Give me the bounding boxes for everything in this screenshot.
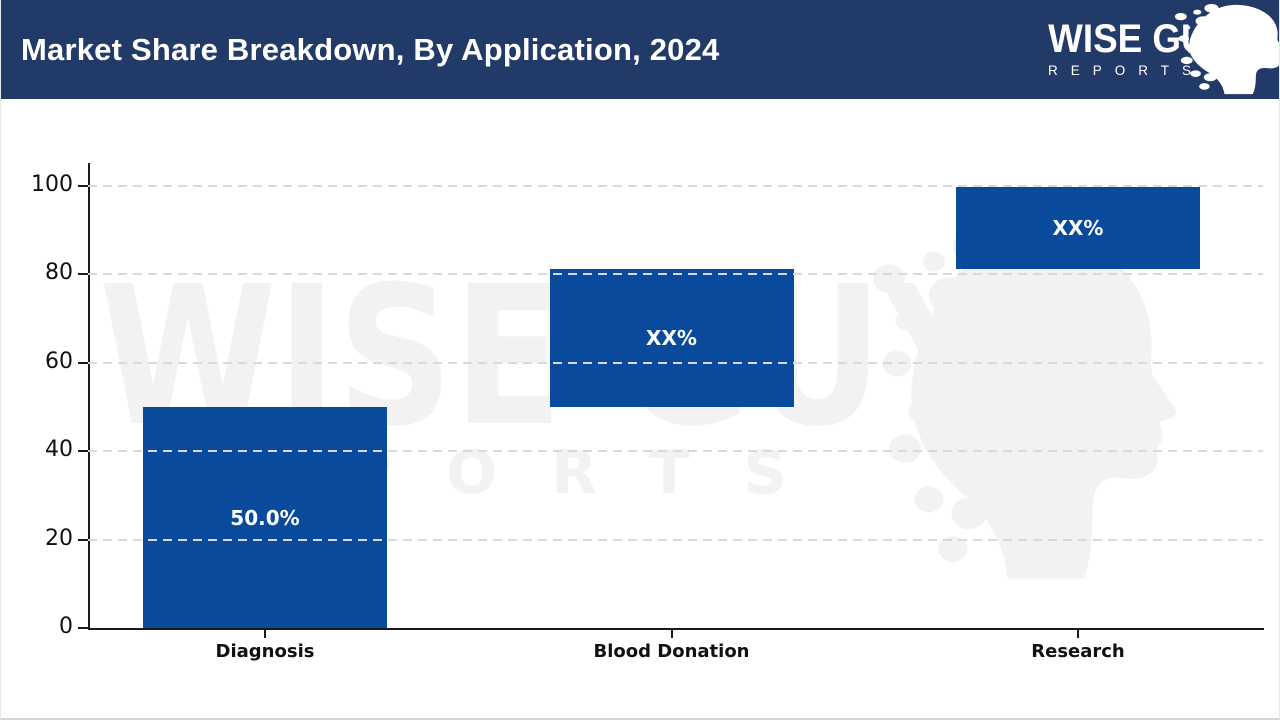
y-tick-label: 80: [45, 260, 73, 286]
y-tick-mark-80: [78, 273, 89, 276]
x-tick-mark-blood-donation: [670, 630, 673, 638]
y-tick-label: 0: [59, 614, 73, 639]
y-tick-label: 40: [45, 437, 73, 463]
header-band: [1, 0, 1279, 99]
y-tick-mark-0: [78, 627, 89, 629]
x-tick-mark-research: [1077, 630, 1079, 638]
y-tick-mark-20: [78, 538, 89, 541]
y-tick-mark-40: [78, 450, 89, 453]
x-tick-mark-diagnosis: [264, 630, 266, 638]
x-category-label-diagnosis: Diagnosis: [215, 641, 315, 662]
bar-blood-donation: XX%: [549, 268, 794, 407]
y-tick-mark-100: [78, 185, 89, 187]
x-axis-spine: [88, 628, 1264, 630]
bar-diagnosis: 50.0%: [143, 407, 387, 628]
y-tick-label: 20: [45, 525, 73, 551]
bar-value-label: XX%: [1052, 215, 1104, 240]
y-gridline-20: [88, 538, 1263, 541]
bar-value-label: 50.0%: [230, 505, 300, 530]
y-axis-spine: [88, 163, 90, 630]
y-gridline-80: [88, 273, 1263, 276]
y-tick-label: 100: [31, 172, 73, 197]
x-category-label-blood-donation: Blood Donation: [593, 641, 750, 662]
y-tick-label: 60: [45, 348, 73, 374]
watermark-head-icon: [873, 229, 1177, 579]
y-gridline-40: [88, 450, 1263, 453]
logo-head-icon: [1174, 3, 1279, 95]
page-title: Market Share Breakdown, By Application, …: [21, 31, 720, 67]
logo-subtext: REPORTS: [1048, 63, 1205, 78]
y-tick-mark-60: [78, 361, 89, 364]
y-gridline-100: [88, 185, 1263, 187]
x-category-label-research: Research: [1031, 641, 1125, 662]
y-gridline-60: [88, 361, 1263, 364]
bar-research: XX%: [956, 186, 1200, 269]
bar-value-label: XX%: [646, 325, 697, 350]
